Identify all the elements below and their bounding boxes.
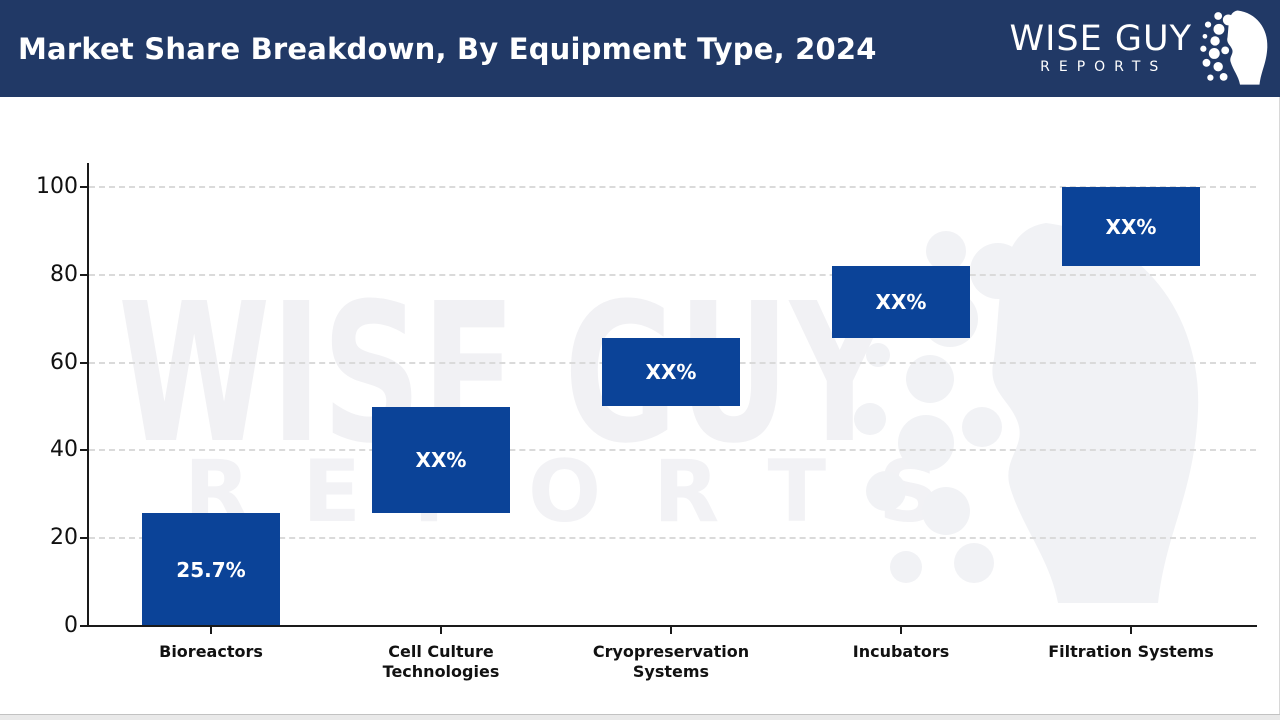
y-tick-mark-80 <box>80 273 88 276</box>
y-tick-label-60: 60 <box>50 349 78 375</box>
gridline-y-20 <box>89 537 1256 540</box>
bar-cryopreservation: XX% <box>602 338 740 407</box>
x-tick-label-cell-culture: Cell Culture Technologies <box>382 642 500 681</box>
bar-value-label-cell-culture: XX% <box>415 447 467 472</box>
y-tick-label-20: 20 <box>50 525 78 551</box>
wiseguy-logo: WISE GUY REPORTS <box>1009 4 1272 92</box>
y-tick-mark-40 <box>80 449 88 452</box>
x-tick-label-filtration-systems: Filtration Systems <box>1048 642 1214 661</box>
x-tick-label-incubators: Incubators <box>852 642 950 661</box>
x-tick-mark-bioreactors <box>210 627 212 634</box>
y-tick-label-100: 100 <box>36 174 78 199</box>
x-tick-mark-cell-culture <box>440 627 442 634</box>
bar-value-label-bioreactors: 25.7% <box>176 557 246 582</box>
logo-face-icon <box>1200 10 1268 85</box>
chart-title: Market Share Breakdown, By Equipment Typ… <box>18 31 877 66</box>
y-tick-label-40: 40 <box>50 437 78 463</box>
x-tick-label-bioreactors: Bioreactors <box>159 642 263 661</box>
x-tick-label-cryopreservation: Cryopreservation Systems <box>592 642 750 681</box>
gridline-y-80 <box>89 273 1256 276</box>
x-axis-line <box>87 625 1257 627</box>
bar-cell-culture: XX% <box>372 406 510 514</box>
x-tick-mark-incubators <box>900 627 902 634</box>
chart-area: WISE GUY REPORTS 0 20 40 60 80 100 25.7% Biorea… <box>0 97 1280 714</box>
bar-value-label-incubators: XX% <box>875 290 927 315</box>
y-tick-label-0: 0 <box>64 613 78 638</box>
x-tick-mark-filtration-systems <box>1130 627 1132 634</box>
footer-strip <box>0 714 1280 720</box>
y-tick-mark-60 <box>80 361 88 364</box>
y-tick-mark-100 <box>80 186 88 188</box>
y-axis-line <box>87 163 89 627</box>
gridline-y-100 <box>89 186 1256 188</box>
y-tick-mark-0 <box>80 625 88 627</box>
bar-value-label-cryopreservation: XX% <box>645 360 697 385</box>
gridline-y-40 <box>89 449 1256 452</box>
bar-value-label-filtration-systems: XX% <box>1105 214 1157 239</box>
logo-subtitle: REPORTS <box>1040 58 1168 75</box>
bar-bioreactors: 25.7% <box>142 513 280 626</box>
logo-text: WISE GUY REPORTS <box>1009 21 1192 75</box>
bar-incubators: XX% <box>832 266 970 339</box>
header-bar: Market Share Breakdown, By Equipment Typ… <box>0 0 1280 97</box>
bar-filtration-systems: XX% <box>1062 187 1200 267</box>
plot: 0 20 40 60 80 100 25.7% Bioreactors XX% Cell Cult… <box>0 97 1280 714</box>
y-tick-label-80: 80 <box>50 261 78 287</box>
y-tick-mark-20 <box>80 537 88 540</box>
watermark-subtitle: REPORTS <box>184 442 993 542</box>
x-tick-mark-cryopreservation <box>670 627 672 634</box>
logo-wordmark: WISE GUY <box>1009 19 1192 60</box>
